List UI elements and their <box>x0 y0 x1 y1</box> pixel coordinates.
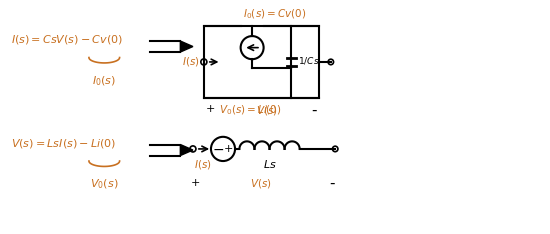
Text: -: - <box>312 103 317 118</box>
Text: -: - <box>329 176 335 190</box>
Text: $-$: $-$ <box>212 142 224 156</box>
Text: +: + <box>191 178 200 188</box>
Text: $I_0(s)$: $I_0(s)$ <box>92 74 116 88</box>
Polygon shape <box>180 41 193 52</box>
Text: $I_0(s) = Cv(0)$: $I_0(s) = Cv(0)$ <box>244 7 307 21</box>
Polygon shape <box>180 145 193 156</box>
Text: $Ls$: $Ls$ <box>263 158 277 170</box>
Text: $1/Cs$: $1/Cs$ <box>298 55 320 66</box>
Text: $I(s)$: $I(s)$ <box>194 158 212 171</box>
Text: $V(s)$: $V(s)$ <box>256 104 278 117</box>
Text: $V(s) = LsI(s) - Li(0)$: $V(s) = LsI(s) - Li(0)$ <box>11 137 117 150</box>
Text: $I(s) = CsV(s) - Cv(0)$: $I(s) = CsV(s) - Cv(0)$ <box>11 33 123 46</box>
Text: $V_0(s) = Li(0)$: $V_0(s) = Li(0)$ <box>219 103 282 117</box>
Bar <box>204 26 319 98</box>
Text: +: + <box>206 104 215 114</box>
Text: $+$: $+$ <box>223 143 233 154</box>
Text: $V_0(s)$: $V_0(s)$ <box>90 178 118 191</box>
Text: $V(s)$: $V(s)$ <box>250 177 272 190</box>
Text: $I(s)$: $I(s)$ <box>182 55 200 69</box>
